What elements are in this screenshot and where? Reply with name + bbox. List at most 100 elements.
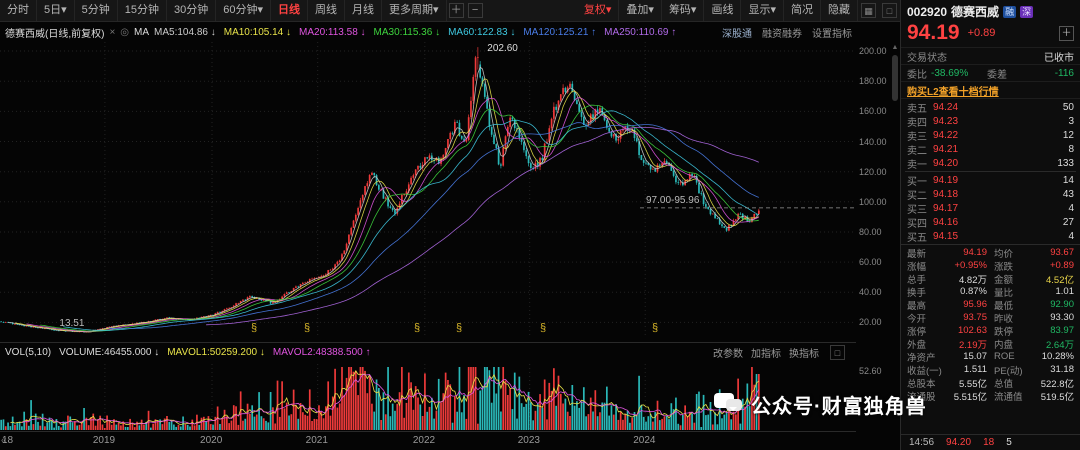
period-weekly[interactable]: 周线 xyxy=(308,0,346,21)
change-params-button[interactable]: 改参数 xyxy=(713,349,743,360)
ask-row-5[interactable]: 卖五 94.24 50 xyxy=(901,100,1080,115)
period-fenshi[interactable]: 分时 xyxy=(0,0,37,21)
period-15min[interactable]: 15分钟 xyxy=(118,0,168,21)
svg-text:§: § xyxy=(304,322,310,334)
x-axis-label: 2023 xyxy=(517,435,540,446)
candlestick-chart[interactable]: § § § § § § 202.60 13.51 97.00-95.96 xyxy=(0,42,856,336)
expand-pane-icon[interactable]: □ xyxy=(830,345,845,360)
svg-text:§: § xyxy=(251,322,257,334)
period-60min[interactable]: 60分钟▾ xyxy=(216,0,272,21)
display-button[interactable]: 显示▾ xyxy=(741,0,784,21)
time-axis: « 18 2019 2020 2021 2022 2023 2024 xyxy=(0,431,856,450)
layout-grid-icon[interactable]: ▦ xyxy=(861,3,876,18)
switch-indicator-button[interactable]: 换指标 xyxy=(789,349,819,360)
mavol1-value: MAVOL1:50259.200 ↓ xyxy=(167,347,265,358)
period-monthly[interactable]: 月线 xyxy=(345,0,383,21)
period-5min[interactable]: 5分钟 xyxy=(75,0,118,21)
quote-panel: 002920 德赛西威 融 深 94.19 +0.89 ＋ 交易状态 已收市 委… xyxy=(900,0,1080,450)
hsgt-link[interactable]: 深股通 xyxy=(722,29,752,40)
gap-label: 97.00-95.96 xyxy=(646,194,700,206)
ma20-value: MA20:113.58 ↓ xyxy=(299,27,366,38)
y-axis-label: 100.00 xyxy=(859,196,887,207)
weibi-row: 委比 -38.69% 委差 -116 xyxy=(901,64,1080,81)
volume-chart-svg[interactable] xyxy=(0,364,856,430)
scroll-up-icon[interactable]: ▲ xyxy=(891,44,899,51)
bid-label: 买一 xyxy=(907,176,927,188)
margin-link[interactable]: 融资融券 xyxy=(762,29,802,40)
ask-label: 卖三 xyxy=(907,131,927,143)
scrollbar-thumb[interactable] xyxy=(892,55,898,101)
adjust-mode-button[interactable]: 复权▾ xyxy=(577,0,620,21)
trade-status-row: 交易状态 已收市 xyxy=(901,47,1080,64)
chart-scrollbar[interactable]: ▲ xyxy=(891,44,899,430)
bid-price: 94.15 xyxy=(933,230,959,242)
indicator-settings-button[interactable]: 设置指标 xyxy=(812,29,852,40)
chart-toolbar: 分时 5日▾ 5分钟 15分钟 30分钟 60分钟▾ 日线 周线 月线 更多周期… xyxy=(0,0,900,22)
chart-pane: 分时 5日▾ 5分钟 15分钟 30分钟 60分钟▾ 日线 周线 月线 更多周期… xyxy=(0,0,900,450)
main-chart-svg[interactable]: § § § § § § xyxy=(0,42,856,336)
ma-prefix-label: MA xyxy=(134,27,150,38)
x-axis-label: 2022 xyxy=(412,435,436,446)
stat-row: 涨幅 +0.95% 涨跌 +0.89 xyxy=(907,260,1074,273)
stat-row: 换手 0.87% 量比 1.01 xyxy=(907,286,1074,299)
x-axis-label: 18 xyxy=(2,435,14,446)
bid-price: 94.17 xyxy=(933,202,959,214)
close-icon[interactable]: × xyxy=(109,27,116,38)
ask-qty: 12 xyxy=(1062,129,1074,141)
chips-button[interactable]: 筹码▾ xyxy=(662,0,705,21)
overlay-button[interactable]: 叠加▾ xyxy=(619,0,662,21)
bid-row-4[interactable]: 买四 94.16 27 xyxy=(901,215,1080,230)
margin-badge: 融 xyxy=(1003,5,1017,18)
stats-grid: 最新 94.19 均价 93.67 涨幅 +0.95% 涨跌 +0.89 总手 4.82万 金额… xyxy=(901,244,1080,403)
buy-l2-link[interactable]: 购买L2查看十档行情 xyxy=(907,86,999,98)
bid-row-3[interactable]: 买三 94.17 4 xyxy=(901,201,1080,216)
indicator-row: 德赛西威(日线,前复权) × ◎ MA MA5:104.86 ↓ MA10:10… xyxy=(0,23,900,42)
volume-links: 改参数 加指标 换指标 □ xyxy=(713,345,856,360)
period-more[interactable]: 更多周期▾ xyxy=(382,0,447,21)
draw-line-button[interactable]: 画线 xyxy=(704,0,742,21)
ask-row-4[interactable]: 卖四 94.23 3 xyxy=(901,114,1080,129)
weicha-label: 委差 xyxy=(987,69,1007,81)
bid-row-1[interactable]: 买一 94.19 14 xyxy=(901,173,1080,188)
ask-row-2[interactable]: 卖二 94.21 8 xyxy=(901,142,1080,157)
ask-label: 卖四 xyxy=(907,117,927,129)
period-30min[interactable]: 30分钟 xyxy=(167,0,217,21)
add-indicator-button[interactable]: 加指标 xyxy=(751,349,781,360)
y-axis-label: 80.00 xyxy=(859,226,882,237)
indicator-row-links: 深股通 融资融券 设置指标 xyxy=(722,25,900,40)
popout-icon[interactable]: □ xyxy=(882,3,897,18)
stock-name: 德赛西威 xyxy=(951,5,1000,19)
volume-header: VOL(5,10) VOLUME:46455.000 ↓ MAVOL1:5025… xyxy=(0,342,856,362)
bid-row-5[interactable]: 买五 94.15 4 xyxy=(901,229,1080,244)
zoom-out-button[interactable]: − xyxy=(467,3,483,18)
order-book-divider xyxy=(905,171,1076,172)
stock-code: 002920 xyxy=(907,4,948,19)
ask-row-3[interactable]: 卖三 94.22 12 xyxy=(901,128,1080,143)
period-daily[interactable]: 日线 xyxy=(271,0,309,21)
x-axis-label: 2020 xyxy=(200,435,223,446)
hide-button[interactable]: 隐藏 xyxy=(821,0,858,21)
svg-text:§: § xyxy=(652,322,658,334)
stat-row: 流通股 5.515亿 流通值 519.5亿 xyxy=(907,391,1074,403)
scroll-left-icon[interactable]: « xyxy=(1,435,7,446)
stat-row: 最高 95.96 最低 92.90 xyxy=(907,299,1074,312)
target-icon[interactable]: ◎ xyxy=(120,27,130,38)
stat-row: 净资产 15.07 ROE 10.28% xyxy=(907,351,1074,364)
add-watchlist-button[interactable]: ＋ xyxy=(1059,25,1074,41)
period-5day[interactable]: 5日▾ xyxy=(37,0,75,21)
low-label: 13.51 xyxy=(59,318,85,330)
shenzhen-badge: 深 xyxy=(1020,5,1034,18)
stat-row: 收益(一) 1.511 PE(动) 31.18 xyxy=(907,364,1074,377)
weibi-value: -38.69% xyxy=(931,67,969,79)
price-change: +0.89 xyxy=(967,27,996,39)
bid-row-2[interactable]: 买二 94.18 43 xyxy=(901,187,1080,202)
last-price: 94.19 xyxy=(907,21,960,44)
ask-row-1[interactable]: 卖一 94.20 133 xyxy=(901,156,1080,171)
y-axis-label: 20.00 xyxy=(859,317,882,328)
brief-button[interactable]: 简况 xyxy=(784,0,821,21)
y-axis-label: 140.00 xyxy=(859,136,887,147)
zoom-in-button[interactable]: ＋ xyxy=(448,3,464,18)
bid-label: 买三 xyxy=(907,204,927,216)
weicha-value: -116 xyxy=(1054,67,1074,79)
stat-row: 最新 94.19 均价 93.67 xyxy=(907,247,1074,260)
